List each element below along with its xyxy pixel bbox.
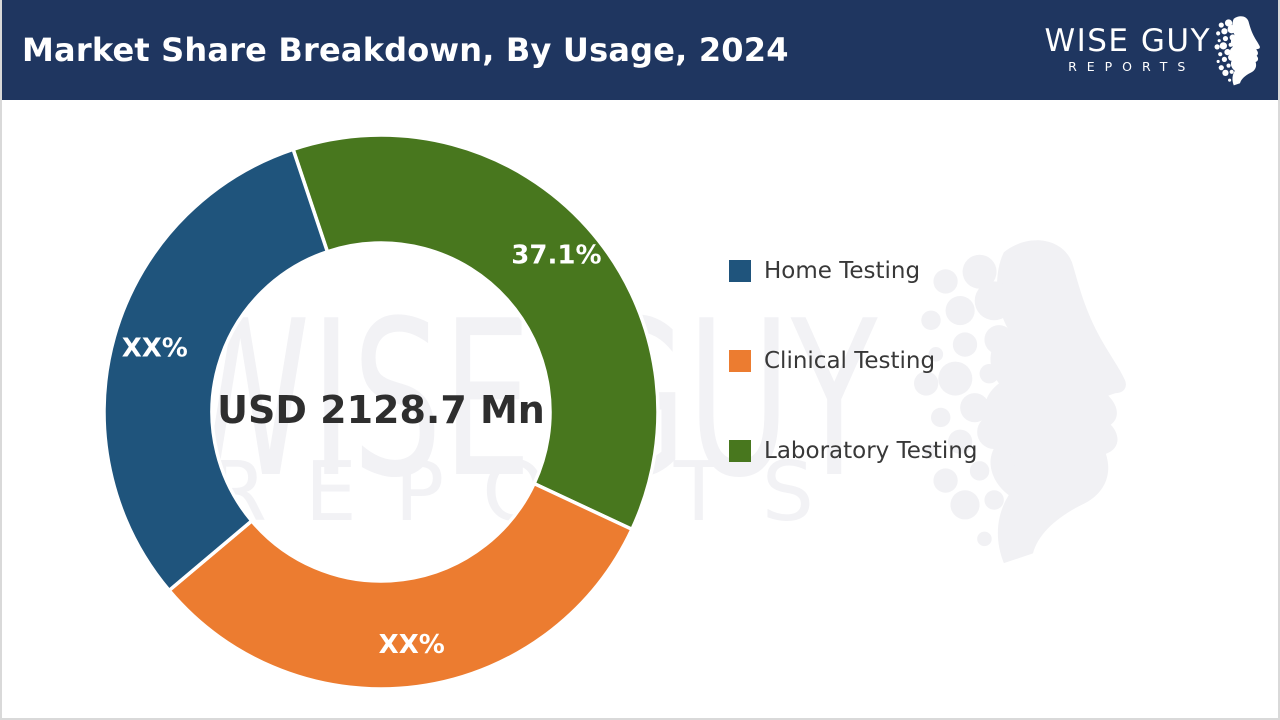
donut-slice-home-testing (102, 147, 330, 593)
logo-line1: WISE GUY (1044, 23, 1211, 60)
donut-slice-laboratory-testing (291, 133, 660, 532)
legend-label: Home Testing (764, 258, 921, 284)
legend-item-home-testing: Home Testing (729, 259, 977, 283)
header-bar: Market Share Breakdown, By Usage, 2024 W… (0, 0, 1280, 100)
legend-swatch (729, 260, 751, 282)
wiseguy-face-icon (1214, 16, 1260, 86)
slice-label-home-testing: XX% (122, 333, 188, 363)
legend-item-clinical-testing: Clinical Testing (729, 349, 977, 373)
center-value: USD 2128.7 Mn (217, 388, 545, 432)
legend-label: Clinical Testing (764, 348, 936, 374)
legend-swatch (729, 350, 751, 372)
logo-line2: REPORTS (1068, 59, 1196, 75)
legend-swatch (729, 440, 751, 462)
slice-label-laboratory-testing: 37.1% (511, 241, 601, 271)
legend-item-laboratory-testing: Laboratory Testing (729, 439, 977, 463)
page-title: Market Share Breakdown, By Usage, 2024 (22, 31, 789, 69)
legend: Home Testing Clinical Testing Laboratory T… (729, 259, 977, 529)
wiseguy-logo: WISE GUY REPORTS (1044, 0, 1266, 100)
legend-label: Laboratory Testing (764, 438, 978, 464)
slice-label-clinical-testing: XX% (379, 630, 445, 660)
donut-slice-clinical-testing (167, 481, 634, 691)
logo-wordmark: WISE GUY REPORTS (1044, 26, 1211, 74)
